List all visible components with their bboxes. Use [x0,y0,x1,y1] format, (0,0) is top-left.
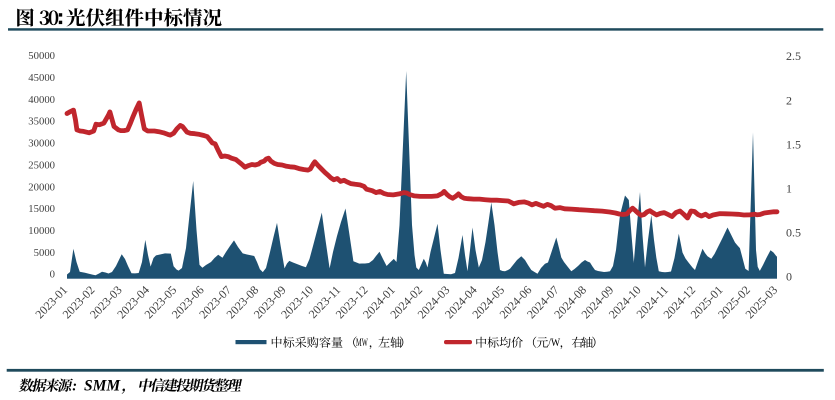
svg-text:20000: 20000 [28,181,55,193]
svg-text:30000: 30000 [28,138,55,150]
svg-text:0: 0 [786,270,792,284]
svg-text:2.5: 2.5 [786,49,801,63]
svg-text:10000: 10000 [28,225,55,237]
svg-text:5000: 5000 [34,247,55,259]
svg-text:35000: 35000 [28,116,55,128]
svg-text:1.5: 1.5 [786,137,801,151]
svg-text:1: 1 [786,182,792,196]
svg-text:0.5: 0.5 [786,226,801,240]
svg-text:40000: 40000 [28,94,55,106]
svg-text:50000: 50000 [28,50,55,62]
svg-text:0: 0 [50,269,55,281]
svg-text:MW: MW [356,337,368,349]
svg-text:2: 2 [786,93,792,107]
svg-text:15000: 15000 [28,203,55,215]
svg-text:SMM: SMM [84,378,121,395]
svg-text::: : [72,379,77,395]
svg-text:/W: /W [548,337,560,349]
svg-text:45000: 45000 [28,72,55,84]
svg-text:25000: 25000 [28,159,55,171]
